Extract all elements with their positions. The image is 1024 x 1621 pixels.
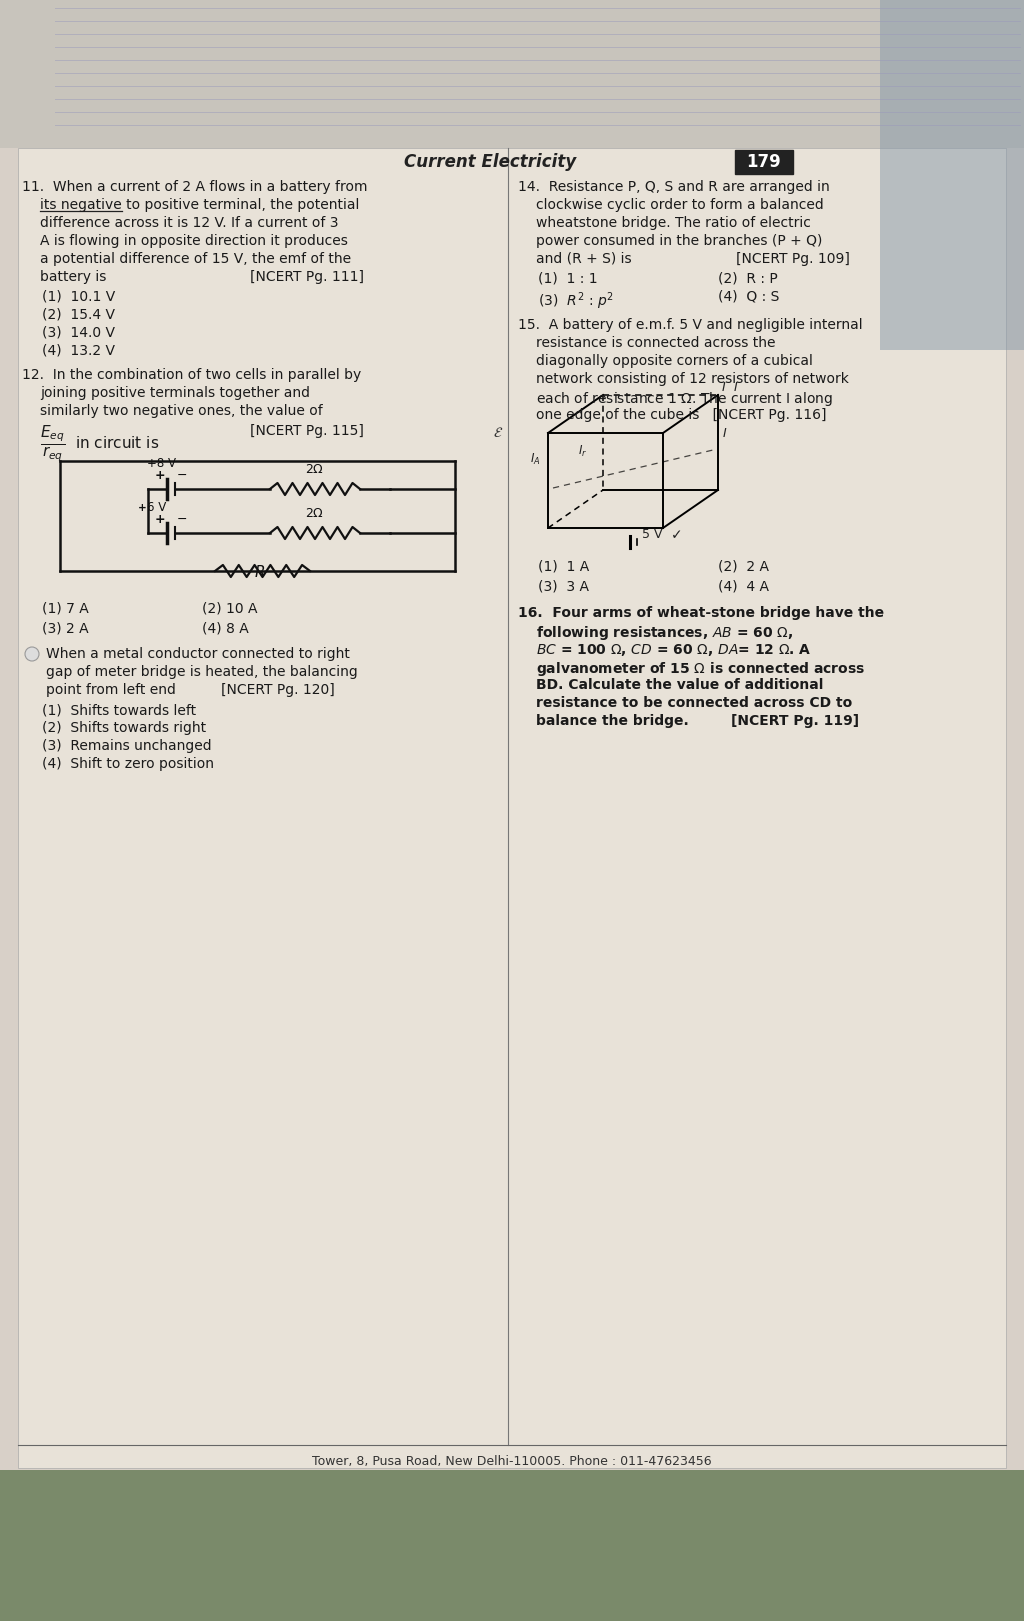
Text: network consisting of 12 resistors of network: network consisting of 12 resistors of ne… xyxy=(536,371,849,386)
Text: A is flowing in opposite direction it produces: A is flowing in opposite direction it pr… xyxy=(40,233,348,248)
Text: I: I xyxy=(722,381,726,394)
Text: a potential difference of 15 V, the emf of the: a potential difference of 15 V, the emf … xyxy=(40,251,351,266)
Text: similarly two negative ones, the value of: similarly two negative ones, the value o… xyxy=(40,404,323,418)
Text: +: + xyxy=(155,512,166,525)
Text: $\mathcal{E}$: $\mathcal{E}$ xyxy=(493,426,503,439)
Text: (1)  1 : 1: (1) 1 : 1 xyxy=(538,272,598,285)
Text: following resistances, $AB$ = 60 $\Omega$,: following resistances, $AB$ = 60 $\Omega… xyxy=(536,624,794,642)
Text: joining positive terminals together and: joining positive terminals together and xyxy=(40,386,310,400)
Text: [NCERT Pg. 120]: [NCERT Pg. 120] xyxy=(221,682,335,697)
Text: −: − xyxy=(177,468,187,481)
Text: 16.  Four arms of wheat-stone bridge have the: 16. Four arms of wheat-stone bridge have… xyxy=(518,606,884,619)
Text: $I_A$: $I_A$ xyxy=(530,452,541,467)
Text: (4)  Shift to zero position: (4) Shift to zero position xyxy=(42,757,214,772)
Text: 6 V: 6 V xyxy=(147,501,166,514)
Text: −: − xyxy=(177,512,187,525)
Text: 179: 179 xyxy=(746,152,781,170)
Text: difference across it is 12 V. If a current of 3: difference across it is 12 V. If a curre… xyxy=(40,216,339,230)
Text: (2) 10 A: (2) 10 A xyxy=(202,601,257,614)
Text: I: I xyxy=(723,426,727,439)
Text: balance the bridge.: balance the bridge. xyxy=(536,713,689,728)
Text: [NCERT Pg. 109]: [NCERT Pg. 109] xyxy=(736,251,850,266)
Text: +8 V: +8 V xyxy=(147,457,176,470)
Text: (1)  10.1 V: (1) 10.1 V xyxy=(42,290,116,305)
Text: (2)  R : P: (2) R : P xyxy=(718,272,778,285)
Text: $BC$ = 100 $\Omega$, $CD$ = 60 $\Omega$, $DA$= 12 $\Omega$. A: $BC$ = 100 $\Omega$, $CD$ = 60 $\Omega$,… xyxy=(536,642,812,658)
Text: [NCERT Pg. 111]: [NCERT Pg. 111] xyxy=(250,271,364,284)
Circle shape xyxy=(25,647,39,661)
Text: (4)  13.2 V: (4) 13.2 V xyxy=(42,344,115,358)
Text: (2)  2 A: (2) 2 A xyxy=(718,559,769,574)
Text: clockwise cyclic order to form a balanced: clockwise cyclic order to form a balance… xyxy=(536,198,823,212)
Text: resistance to be connected across CD to: resistance to be connected across CD to xyxy=(536,695,852,710)
Text: [NCERT Pg. 115]: [NCERT Pg. 115] xyxy=(250,425,364,438)
Bar xyxy=(18,148,1006,1469)
Text: 15.  A battery of e.m.f. 5 V and negligible internal: 15. A battery of e.m.f. 5 V and negligib… xyxy=(518,318,862,332)
Text: $I_r$: $I_r$ xyxy=(578,444,588,459)
Text: 14.  Resistance P, Q, S and R are arranged in: 14. Resistance P, Q, S and R are arrange… xyxy=(518,180,829,195)
Text: I: I xyxy=(734,381,737,394)
Text: (3)  3 A: (3) 3 A xyxy=(538,580,589,593)
Text: (3)  14.0 V: (3) 14.0 V xyxy=(42,326,115,340)
Text: gap of meter bridge is heated, the balancing: gap of meter bridge is heated, the balan… xyxy=(46,665,357,679)
Text: 12.  In the combination of two cells in parallel by: 12. In the combination of two cells in p… xyxy=(22,368,361,383)
Bar xyxy=(0,1470,1024,1621)
Text: (4)  4 A: (4) 4 A xyxy=(718,580,769,593)
Text: (4)  Q : S: (4) Q : S xyxy=(718,290,779,305)
Text: (3) 2 A: (3) 2 A xyxy=(42,621,89,635)
Text: [NCERT Pg. 119]: [NCERT Pg. 119] xyxy=(731,713,859,728)
Text: Tower, 8, Pusa Road, New Delhi-110005. Phone : 011-47623456: Tower, 8, Pusa Road, New Delhi-110005. P… xyxy=(312,1456,712,1469)
Text: each of resistance 1 $\Omega$. The current I along: each of resistance 1 $\Omega$. The curre… xyxy=(536,391,834,408)
Bar xyxy=(0,0,1024,148)
Text: $2\Omega$: $2\Omega$ xyxy=(305,507,324,520)
Bar xyxy=(735,151,793,173)
Text: When a metal conductor connected to right: When a metal conductor connected to righ… xyxy=(46,647,350,661)
Text: (3)  Remains unchanged: (3) Remains unchanged xyxy=(42,739,212,754)
Text: one edge of the cube is   [NCERT Pg. 116]: one edge of the cube is [NCERT Pg. 116] xyxy=(536,408,826,421)
Text: (3)  $R^2$ : $p^2$: (3) $R^2$ : $p^2$ xyxy=(538,290,613,311)
Text: $2\Omega$: $2\Omega$ xyxy=(305,464,324,477)
Text: 11.  When a current of 2 A flows in a battery from: 11. When a current of 2 A flows in a bat… xyxy=(22,180,368,195)
Text: $\dfrac{E_{eq}}{r_{eq}}$  in circuit is: $\dfrac{E_{eq}}{r_{eq}}$ in circuit is xyxy=(40,425,159,464)
Text: and (R + S) is: and (R + S) is xyxy=(536,251,632,266)
Text: resistance is connected across the: resistance is connected across the xyxy=(536,336,775,350)
Text: Current Electricity: Current Electricity xyxy=(403,152,577,170)
Text: BD. Calculate the value of additional: BD. Calculate the value of additional xyxy=(536,678,823,692)
Text: power consumed in the branches (P + Q): power consumed in the branches (P + Q) xyxy=(536,233,822,248)
Text: +: + xyxy=(138,503,146,512)
Text: (1)  Shifts towards left: (1) Shifts towards left xyxy=(42,704,197,716)
Text: R: R xyxy=(255,566,265,580)
Text: (1) 7 A: (1) 7 A xyxy=(42,601,89,614)
Text: +: + xyxy=(155,468,166,481)
Text: diagonally opposite corners of a cubical: diagonally opposite corners of a cubical xyxy=(536,353,813,368)
Bar xyxy=(880,0,1024,350)
Text: (2)  15.4 V: (2) 15.4 V xyxy=(42,308,115,323)
Text: (2)  Shifts towards right: (2) Shifts towards right xyxy=(42,721,206,734)
Text: wheatstone bridge. The ratio of electric: wheatstone bridge. The ratio of electric xyxy=(536,216,811,230)
Text: $\checkmark$: $\checkmark$ xyxy=(670,527,681,541)
Text: (4) 8 A: (4) 8 A xyxy=(202,621,249,635)
Text: galvanometer of 15 $\Omega$ is connected across: galvanometer of 15 $\Omega$ is connected… xyxy=(536,660,865,678)
Text: point from left end: point from left end xyxy=(46,682,176,697)
Text: (1)  1 A: (1) 1 A xyxy=(538,559,589,574)
Text: battery is: battery is xyxy=(40,271,106,284)
Text: its negative to positive terminal, the potential: its negative to positive terminal, the p… xyxy=(40,198,359,212)
Text: 5 V: 5 V xyxy=(642,528,663,541)
